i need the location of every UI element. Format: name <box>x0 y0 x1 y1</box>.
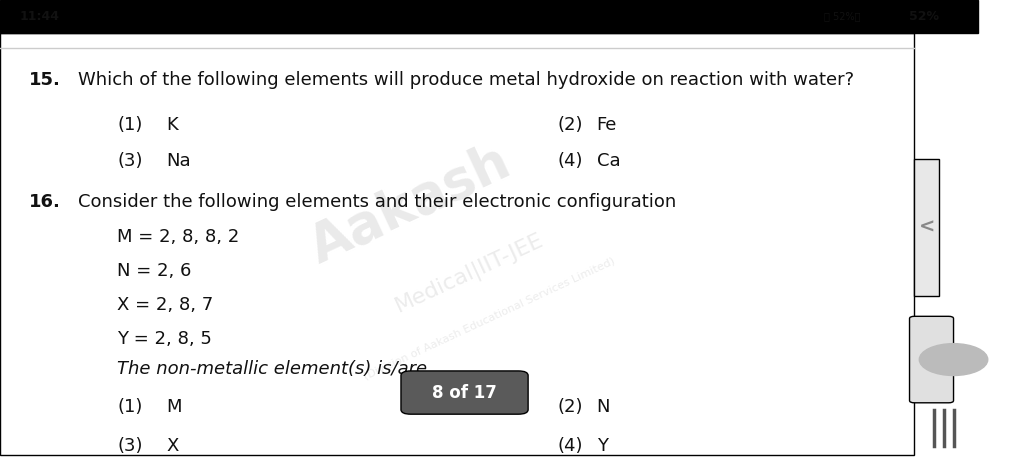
Text: (2): (2) <box>557 398 583 416</box>
FancyBboxPatch shape <box>401 371 528 414</box>
Text: X = 2, 8, 7: X = 2, 8, 7 <box>118 296 214 314</box>
Text: (2): (2) <box>557 116 583 134</box>
Text: 📶 52%🔋: 📶 52%🔋 <box>824 11 860 22</box>
Text: X: X <box>166 437 178 455</box>
FancyBboxPatch shape <box>909 316 953 403</box>
Text: N = 2, 6: N = 2, 6 <box>118 262 191 280</box>
Text: The non-metallic element(s) is/are: The non-metallic element(s) is/are <box>118 359 427 378</box>
Text: 16.: 16. <box>30 193 61 212</box>
FancyBboxPatch shape <box>0 33 914 455</box>
Text: Fe: Fe <box>597 116 616 134</box>
Text: 52%: 52% <box>909 10 939 23</box>
Text: N: N <box>597 398 610 416</box>
Text: 8 of 17: 8 of 17 <box>432 384 497 402</box>
Text: 11:44: 11:44 <box>19 10 59 23</box>
Circle shape <box>920 344 988 375</box>
FancyBboxPatch shape <box>914 159 939 296</box>
Text: (1): (1) <box>118 116 142 134</box>
FancyBboxPatch shape <box>0 0 978 33</box>
Text: K: K <box>166 116 178 134</box>
Text: 15.: 15. <box>30 71 61 89</box>
Text: Ca: Ca <box>597 152 621 170</box>
Text: Aakash: Aakash <box>302 136 519 274</box>
Text: Consider the following elements and their electronic configuration: Consider the following elements and thei… <box>78 193 677 212</box>
Text: M = 2, 8, 8, 2: M = 2, 8, 8, 2 <box>118 228 240 246</box>
Text: (3): (3) <box>118 152 143 170</box>
Text: Y: Y <box>597 437 607 455</box>
Text: Na: Na <box>166 152 190 170</box>
Text: Y = 2, 8, 5: Y = 2, 8, 5 <box>118 330 212 348</box>
Text: (4): (4) <box>557 152 583 170</box>
Text: (4): (4) <box>557 437 583 455</box>
Text: M: M <box>166 398 181 416</box>
Text: Medical|IIT-JEE: Medical|IIT-JEE <box>392 229 547 317</box>
Text: (3): (3) <box>118 437 143 455</box>
Text: Which of the following elements will produce metal hydroxide on reaction with wa: Which of the following elements will pro… <box>78 71 854 89</box>
Text: (Division of Aakash Educational Services Limited): (Division of Aakash Educational Services… <box>361 256 616 381</box>
Text: (1): (1) <box>118 398 142 416</box>
Text: <: < <box>919 218 935 237</box>
